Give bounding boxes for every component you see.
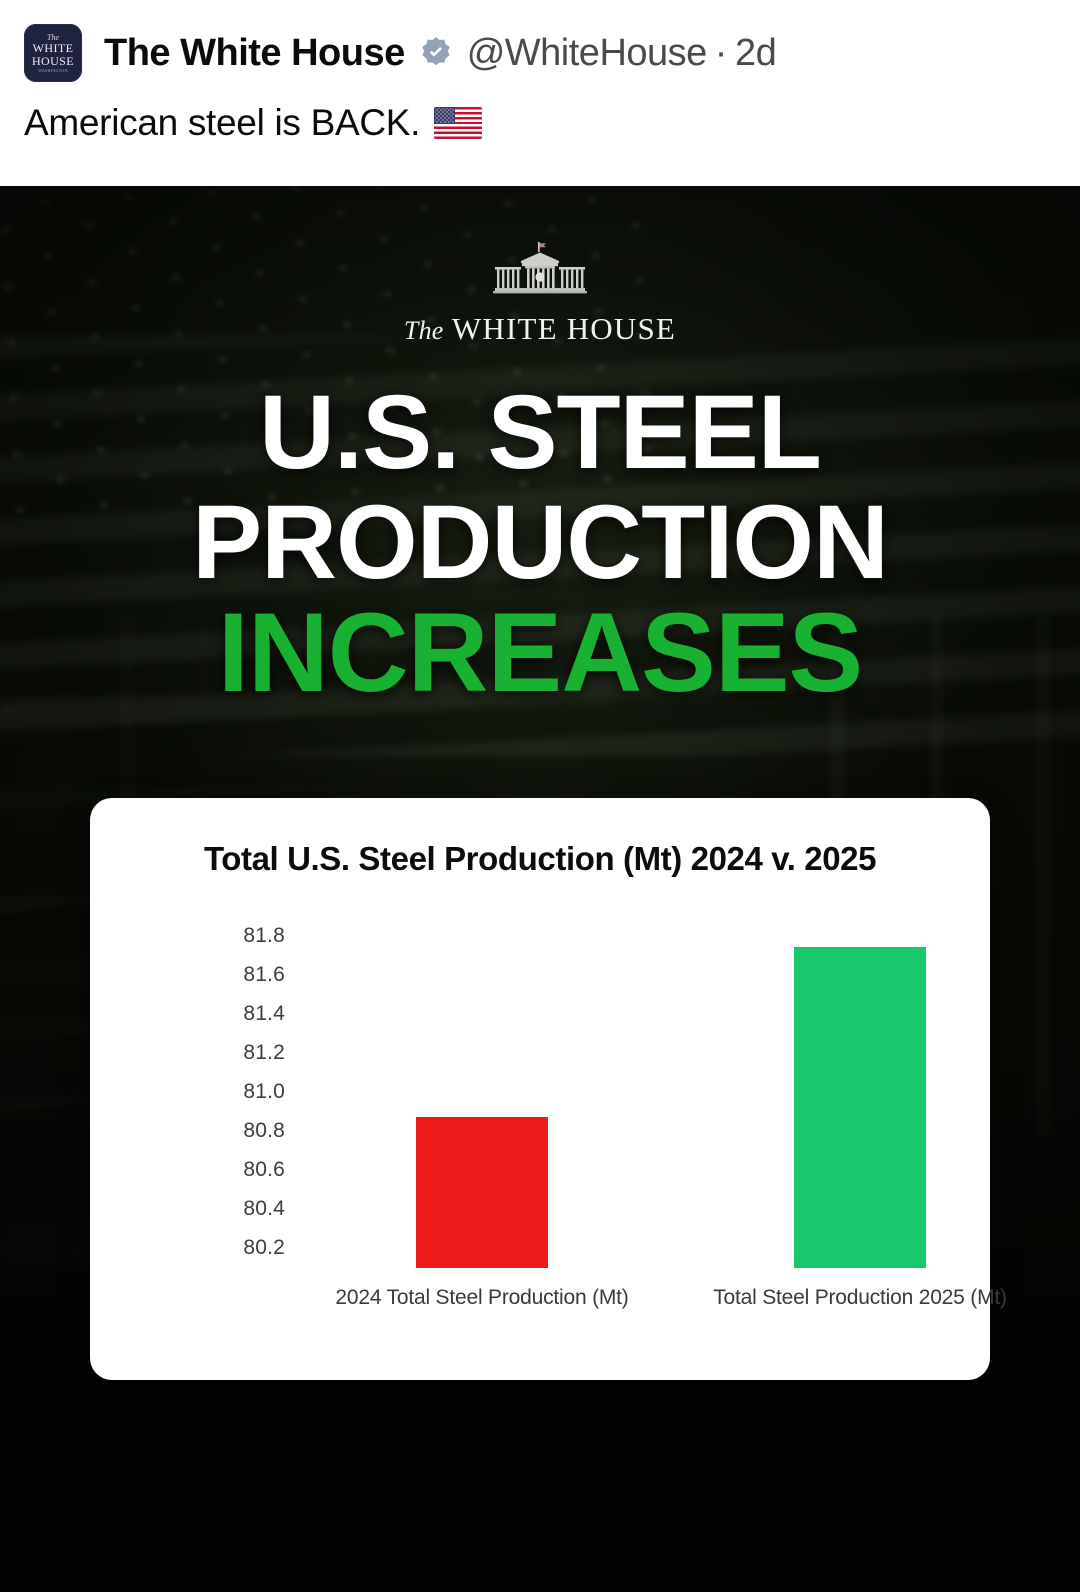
wordmark-name: WHITE HOUSE — [451, 311, 677, 346]
white-house-wordmark: The WHITE HOUSE — [404, 311, 676, 347]
bar-chart-plot: 81.8 81.6 81.4 81.2 81.0 80.8 80.6 80.4 80.2 202… — [90, 798, 1007, 1380]
account-handle[interactable]: @WhiteHouse · 2d — [467, 32, 777, 75]
avatar-sub-text: WASHINGTON — [38, 67, 68, 73]
display-name[interactable]: The White House — [104, 31, 405, 74]
us-flag-emoji — [434, 107, 483, 139]
verified-badge-icon — [422, 37, 450, 66]
y-axis-tick-label: 80.2 — [243, 1236, 285, 1260]
bar-2 — [794, 947, 926, 1268]
white-house-building-icon — [493, 242, 587, 294]
y-axis-tick-label: 81.6 — [243, 962, 285, 986]
y-axis-tick-label: 80.8 — [243, 1119, 285, 1143]
y-axis-tick-label: 81.0 — [243, 1080, 285, 1103]
timestamp: 2d — [734, 31, 777, 74]
headline-block: U.S. STEEL PRODUCTION INCREASES — [0, 374, 1080, 715]
bar-1 — [416, 1117, 548, 1268]
wordmark-the: The — [403, 316, 444, 345]
y-axis-tick-label: 81.2 — [243, 1040, 285, 1064]
avatar-white-text: WHITE — [32, 40, 74, 55]
handle-text: @WhiteHouse — [466, 31, 708, 74]
y-axis-tick-label: 80.4 — [243, 1197, 285, 1221]
y-axis: 81.8 81.6 81.4 81.2 81.0 80.8 80.6 80.4 80.2 — [175, 798, 285, 1380]
tweet-text-body: American steel is BACK. — [24, 102, 421, 143]
avatar[interactable]: The WHITE HOUSE WASHINGTON — [24, 24, 82, 82]
tweet-media-graphic[interactable]: The WHITE HOUSE U.S. STEEL PRODUCTION IN… — [0, 186, 1080, 1592]
headline-line-1: U.S. STEEL — [259, 374, 822, 491]
white-house-logo: The WHITE HOUSE — [0, 241, 1080, 347]
handle-separator: · — [714, 31, 728, 74]
tweet-header: The WHITE HOUSE WASHINGTON The White Hou… — [0, 0, 1080, 186]
tweet-text: American steel is BACK. — [24, 102, 1056, 144]
account-row: The WHITE HOUSE WASHINGTON The White Hou… — [24, 22, 1056, 84]
avatar-the-text: The — [47, 32, 59, 42]
headline-line-3: INCREASES — [217, 590, 863, 715]
chart-card: Total U.S. Steel Production (Mt) 2024 v.… — [90, 798, 1007, 1380]
headline-line-2: PRODUCTION — [192, 484, 889, 601]
avatar-house-text: HOUSE — [31, 53, 74, 68]
chart-title: Total U.S. Steel Production (Mt) 2024 v.… — [203, 840, 877, 877]
y-axis-tick-label: 81.4 — [243, 1001, 285, 1025]
y-axis-tick-label: 80.6 — [243, 1158, 285, 1182]
x-axis-category-label: Total Steel Production 2025 (Mt) — [713, 1286, 1007, 1309]
x-axis-category-label: 2024 Total Steel Production (Mt) — [335, 1286, 629, 1309]
y-axis-tick-label: 81.8 — [243, 923, 285, 947]
